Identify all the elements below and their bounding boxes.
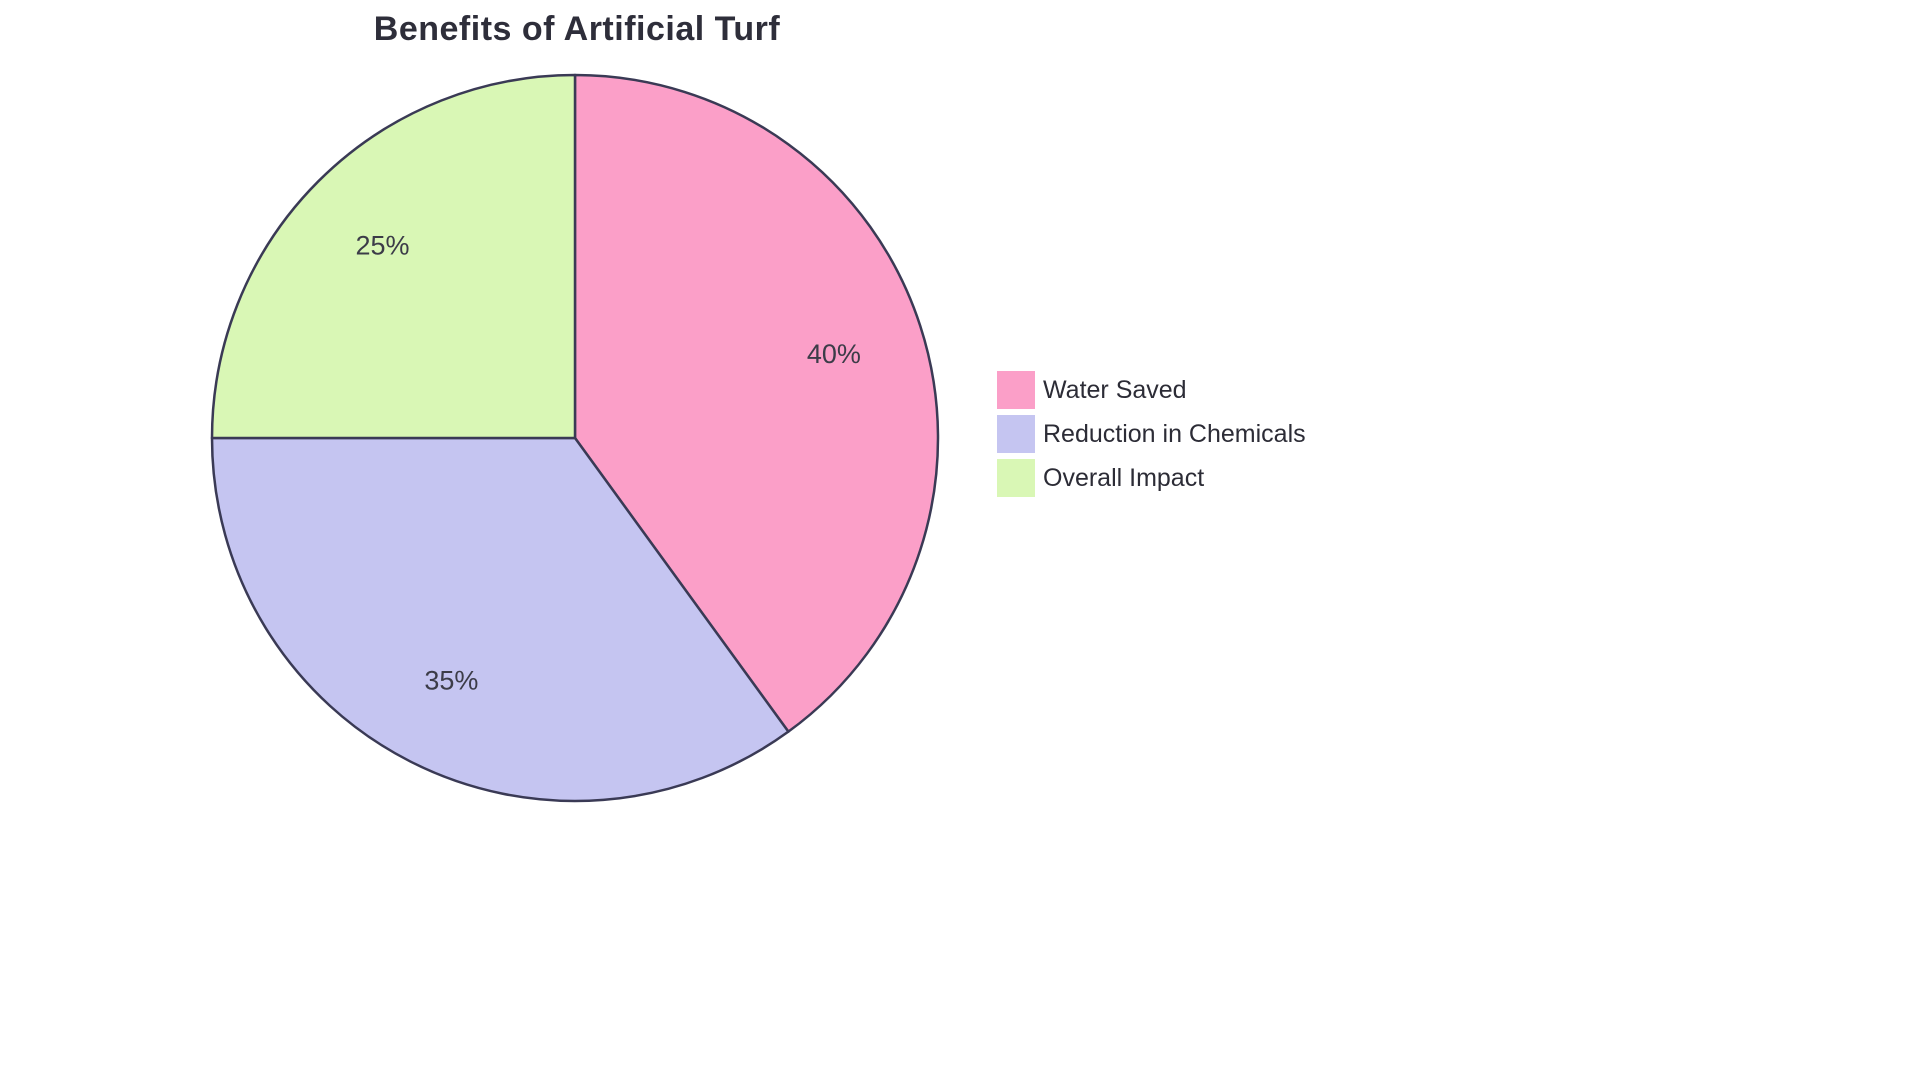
- legend-item-reduction-in-chemicals: Reduction in Chemicals: [997, 415, 1306, 453]
- pie-slice-reduction-in-chemicals: [210, 436, 790, 803]
- legend-swatch-overall-impact: [997, 459, 1035, 497]
- pie-slice-overall-impact: [210, 73, 577, 440]
- legend-item-overall-impact: Overall Impact: [997, 459, 1306, 497]
- pie-slice-percentage: 35%: [424, 666, 478, 696]
- legend-label-overall-impact: Overall Impact: [1043, 463, 1205, 492]
- legend-item-water-saved: Water Saved: [997, 371, 1306, 409]
- legend: Water Saved Reduction in Chemicals Overa…: [997, 371, 1306, 497]
- legend-swatch-reduction-in-chemicals: [997, 415, 1035, 453]
- legend-label-reduction-in-chemicals: Reduction in Chemicals: [1043, 419, 1306, 448]
- pie-slice-water-saved: [573, 73, 940, 733]
- chart-title: Benefits of Artificial Turf: [373, 10, 781, 48]
- legend-label-water-saved: Water Saved: [1043, 375, 1187, 404]
- pie-slice-percentage: 25%: [355, 231, 409, 261]
- legend-swatch-water-saved: [997, 371, 1035, 409]
- pie-slice-percentage: 40%: [807, 339, 861, 369]
